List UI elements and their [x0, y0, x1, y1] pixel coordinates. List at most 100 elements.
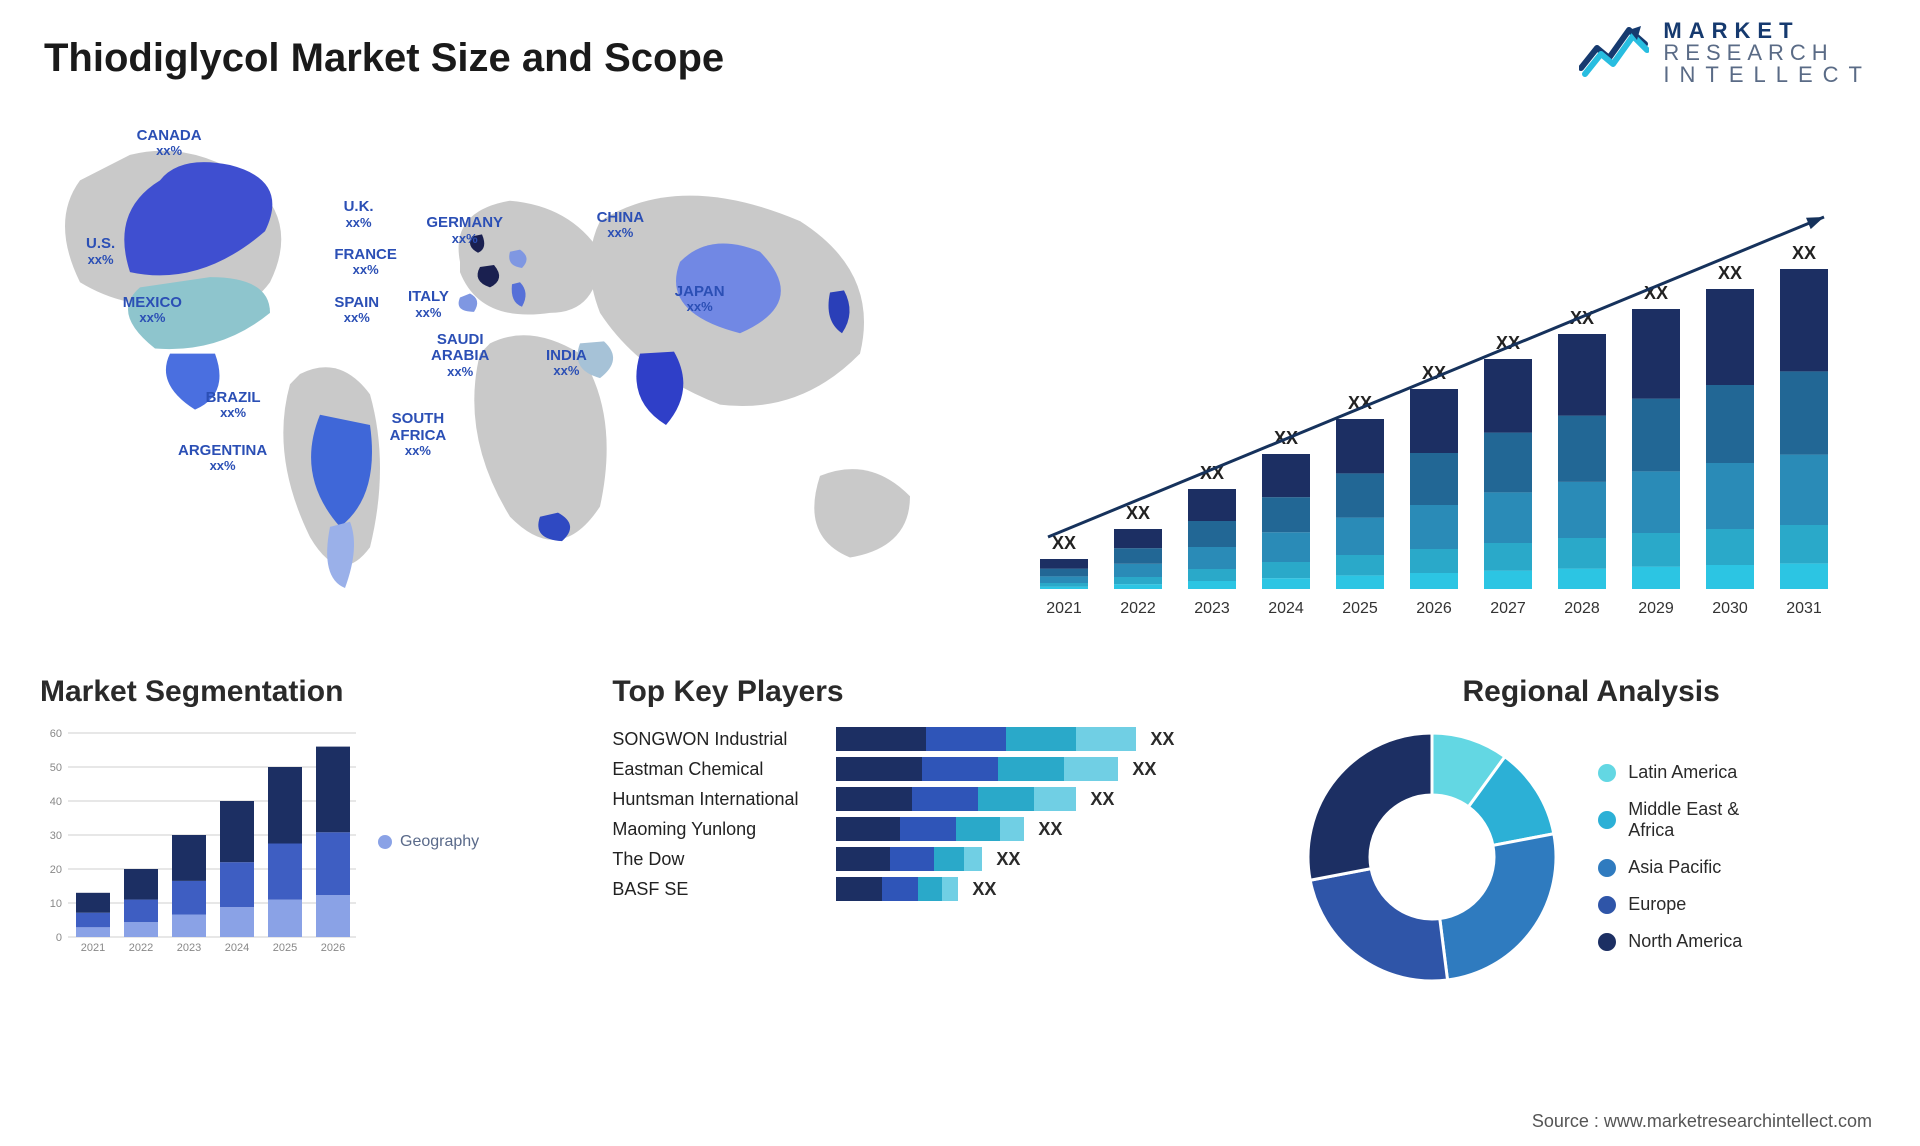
key-player-bar: [836, 757, 1118, 781]
map-label: INDIAxx%: [546, 348, 587, 379]
regional-legend-item: North America: [1598, 931, 1742, 952]
svg-text:XX: XX: [1718, 263, 1742, 283]
svg-text:2026: 2026: [1416, 600, 1452, 617]
legend-swatch-icon: [378, 835, 392, 849]
regional-legend-item: Europe: [1598, 894, 1742, 915]
svg-text:2031: 2031: [1786, 600, 1822, 617]
key-player-value: XX: [1038, 819, 1062, 840]
svg-text:2022: 2022: [1120, 600, 1156, 617]
svg-text:XX: XX: [1126, 503, 1150, 523]
key-player-value: XX: [1150, 729, 1174, 750]
svg-text:30: 30: [50, 830, 62, 842]
legend-swatch-icon: [1598, 933, 1616, 951]
map-label: U.S.xx%: [86, 236, 115, 267]
map-label: GERMANYxx%: [426, 215, 503, 246]
world-map-svg: [40, 109, 960, 639]
top-key-players: Top Key Players SONGWON IndustrialXXEast…: [612, 675, 1278, 987]
legend-label: Europe: [1628, 894, 1686, 915]
svg-text:2021: 2021: [81, 942, 105, 954]
key-player-bar: [836, 877, 958, 901]
regional-analysis: Regional Analysis Latin America Middle Ea…: [1302, 675, 1880, 987]
svg-text:XX: XX: [1052, 533, 1076, 553]
svg-text:40: 40: [50, 796, 62, 808]
map-label: SAUDIARABIAxx%: [431, 332, 489, 379]
svg-text:60: 60: [50, 728, 62, 740]
key-player-bar: [836, 817, 1024, 841]
growth-bar-chart: XX2021XX2022XX2023XX2024XX2025XX2026XX20…: [1000, 109, 1880, 639]
svg-text:2022: 2022: [129, 942, 153, 954]
key-player-value: XX: [1132, 759, 1156, 780]
svg-text:0: 0: [56, 932, 62, 944]
key-player-label: Huntsman International: [612, 789, 822, 810]
svg-text:2023: 2023: [177, 942, 201, 954]
regional-legend-item: Asia Pacific: [1598, 857, 1742, 878]
map-label: U.K.xx%: [344, 199, 374, 230]
logo-line2: RESEARCH: [1663, 42, 1872, 64]
svg-text:XX: XX: [1792, 243, 1816, 263]
svg-text:2029: 2029: [1638, 600, 1674, 617]
key-player-bar: [836, 787, 1076, 811]
legend-label: North America: [1628, 931, 1742, 952]
map-label: CHINAxx%: [597, 210, 645, 241]
key-player-row: BASF SE XX: [612, 877, 1278, 901]
svg-text:2026: 2026: [321, 942, 345, 954]
map-label: SPAINxx%: [334, 295, 379, 326]
legend-label: Latin America: [1628, 762, 1737, 783]
svg-text:2024: 2024: [225, 942, 249, 954]
market-segmentation: Market Segmentation 0 10 20 30 40 50 60 2021 202…: [40, 675, 588, 987]
key-player-row: The DowXX: [612, 847, 1278, 871]
world-map: CANADAxx% U.S.xx% MEXICOxx% BRAZILxx% ARGENT…: [40, 109, 960, 639]
svg-text:10: 10: [50, 898, 62, 910]
svg-text:2030: 2030: [1712, 600, 1748, 617]
svg-text:2023: 2023: [1194, 600, 1230, 617]
logo-line3: INTELLECT: [1663, 64, 1872, 86]
key-player-row: SONGWON Industrial XX: [612, 727, 1278, 751]
brand-logo: MARKET RESEARCH INTELLECT: [1579, 20, 1872, 86]
segmentation-title: Market Segmentation: [40, 675, 588, 709]
key-player-row: Maoming Yunlong XX: [612, 817, 1278, 841]
legend-swatch-icon: [1598, 896, 1616, 914]
map-label: ARGENTINAxx%: [178, 443, 267, 474]
segmentation-chart: 0 10 20 30 40 50 60 2021 2022 2023 2024 2025 2026: [40, 727, 360, 957]
legend-swatch-icon: [1598, 811, 1616, 829]
svg-text:2025: 2025: [273, 942, 297, 954]
svg-text:20: 20: [50, 864, 62, 876]
logo-line1: MARKET: [1663, 20, 1872, 42]
svg-text:2028: 2028: [1564, 600, 1600, 617]
svg-text:XX: XX: [1348, 393, 1372, 413]
legend-swatch-icon: [1598, 764, 1616, 782]
legend-label: Asia Pacific: [1628, 857, 1721, 878]
map-label: BRAZILxx%: [206, 390, 261, 421]
key-player-label: SONGWON Industrial: [612, 729, 822, 750]
regional-legend-item: Latin America: [1598, 762, 1742, 783]
regional-legend-item: Middle East &Africa: [1598, 799, 1742, 841]
map-label: JAPANxx%: [675, 284, 725, 315]
key-player-bar: [836, 847, 982, 871]
source-attribution: Source : www.marketresearchintellect.com: [1532, 1111, 1872, 1132]
key-player-value: XX: [1090, 789, 1114, 810]
key-player-value: XX: [972, 879, 996, 900]
regional-title: Regional Analysis: [1302, 675, 1880, 709]
map-label: MEXICOxx%: [123, 295, 182, 326]
map-label: FRANCExx%: [334, 247, 397, 278]
svg-text:2027: 2027: [1490, 600, 1526, 617]
svg-text:50: 50: [50, 762, 62, 774]
key-player-row: Huntsman International XX: [612, 787, 1278, 811]
map-label: CANADAxx%: [137, 128, 202, 159]
key-player-label: BASF SE: [612, 879, 822, 900]
key-players-title: Top Key Players: [612, 675, 1278, 709]
legend-label: Geography: [400, 833, 479, 851]
logo-mark-icon: [1579, 20, 1649, 78]
key-player-label: Maoming Yunlong: [612, 819, 822, 840]
svg-text:2024: 2024: [1268, 600, 1304, 617]
legend-swatch-icon: [1598, 859, 1616, 877]
map-label: ITALYxx%: [408, 289, 449, 320]
regional-donut-chart: [1302, 727, 1562, 987]
key-player-bar: [836, 727, 1136, 751]
key-player-value: XX: [996, 849, 1020, 870]
svg-text:2021: 2021: [1046, 600, 1082, 617]
svg-text:2025: 2025: [1342, 600, 1378, 617]
key-player-label: Eastman Chemical: [612, 759, 822, 780]
map-label: SOUTHAFRICAxx%: [390, 411, 447, 458]
key-player-row: Eastman Chemical XX: [612, 757, 1278, 781]
